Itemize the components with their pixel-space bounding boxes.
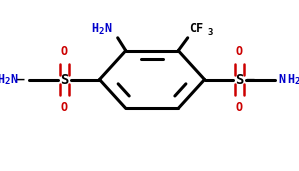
Text: —: —	[247, 73, 254, 86]
Text: —: —	[17, 73, 25, 86]
Text: H: H	[0, 73, 4, 86]
Text: 3: 3	[208, 28, 213, 37]
Text: CF: CF	[189, 22, 203, 35]
Text: S: S	[235, 73, 244, 87]
Text: H: H	[91, 22, 98, 35]
Text: S: S	[60, 73, 69, 87]
Text: 2: 2	[4, 77, 10, 86]
Text: 2: 2	[98, 27, 104, 36]
Text: H: H	[287, 73, 294, 86]
Text: O: O	[61, 45, 68, 58]
Text: N: N	[11, 73, 18, 86]
Text: O: O	[236, 101, 243, 114]
Text: 2: 2	[295, 77, 299, 86]
Text: N: N	[104, 22, 111, 35]
Text: O: O	[61, 101, 68, 114]
Text: O: O	[236, 45, 243, 58]
Text: N: N	[279, 73, 286, 86]
